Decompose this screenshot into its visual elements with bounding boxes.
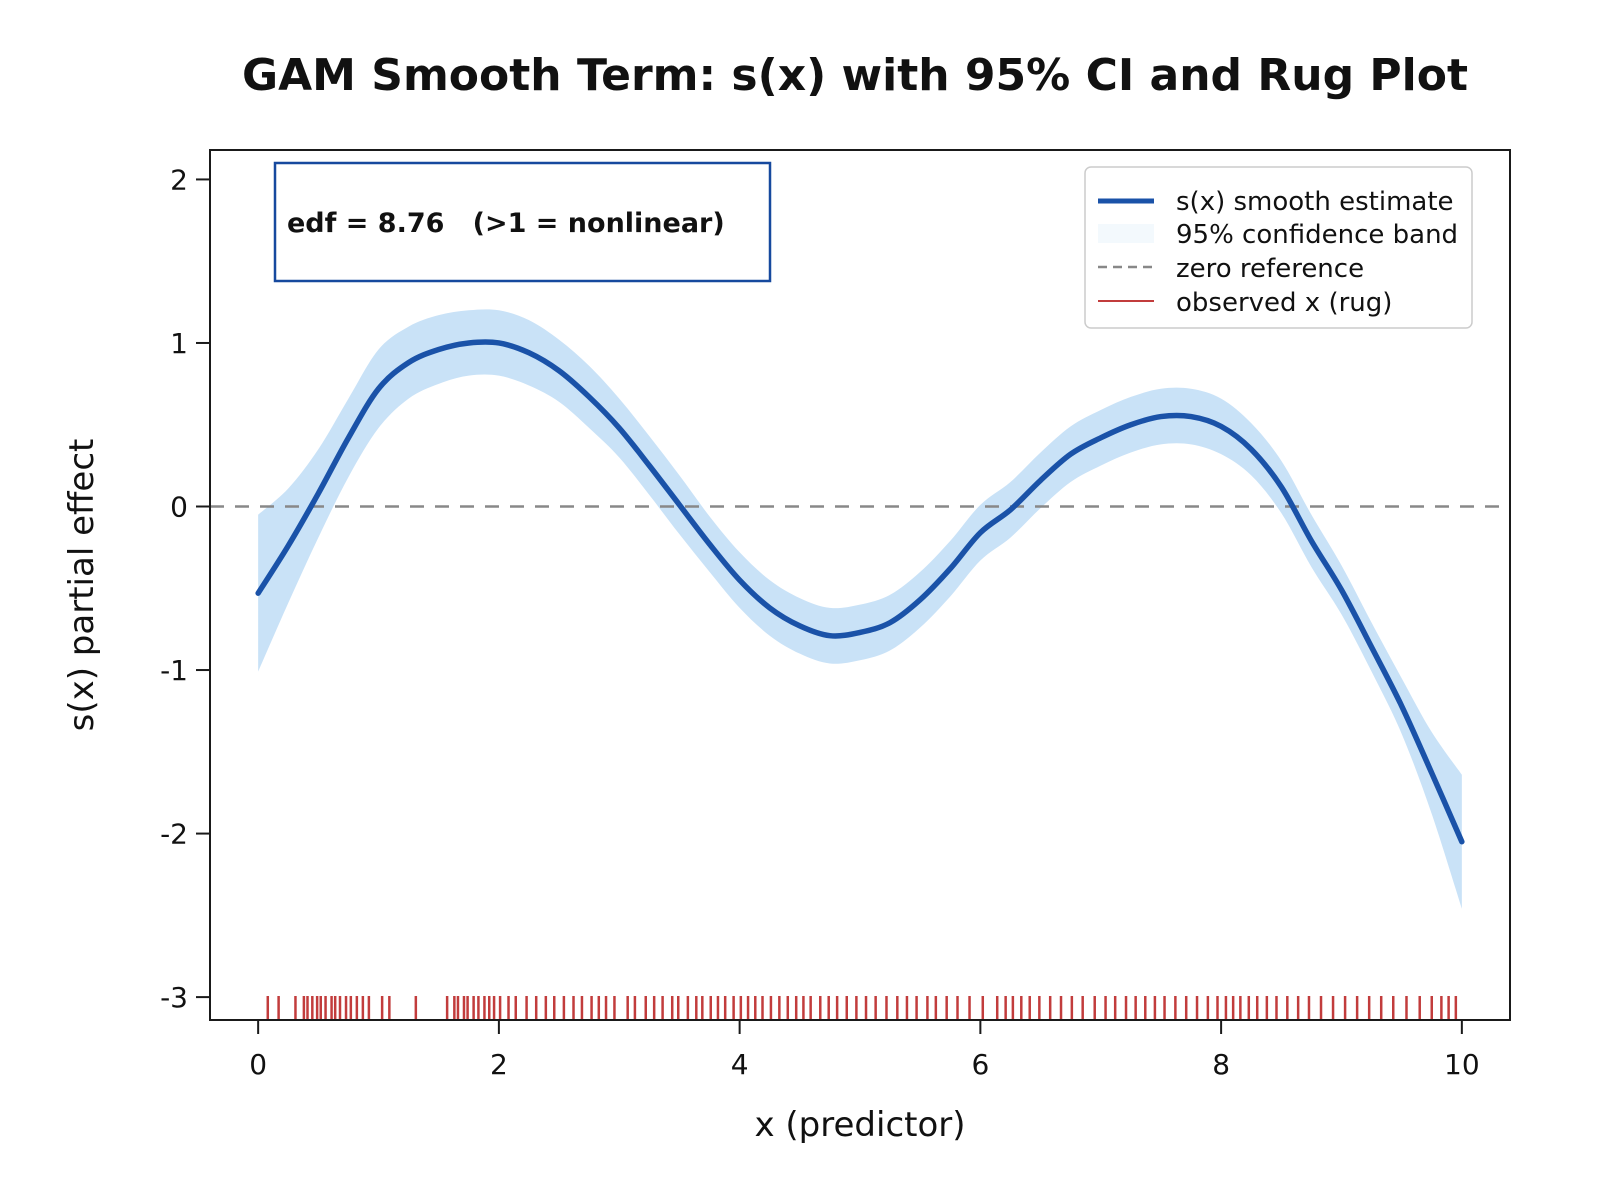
x-tick-label: 8	[1212, 1048, 1230, 1081]
x-axis-ticks: 0 2 4 6 8 10	[249, 1020, 1480, 1081]
y-tick-label: 0	[170, 491, 188, 524]
annotation-box	[273, 161, 772, 283]
y-tick-label: 1	[170, 327, 188, 360]
y-tick-label: 2	[170, 163, 188, 196]
y-tick-label: -1	[160, 654, 188, 687]
x-axis-label: x (predictor)	[754, 1105, 965, 1145]
confidence-band	[258, 309, 1462, 909]
legend-label-zero: zero reference	[1176, 254, 1364, 284]
legend-label-rug: observed x (rug)	[1176, 288, 1392, 318]
legend-label-band: 95% confidence band	[1176, 220, 1458, 250]
legend: s(x) smooth estimate 95% confidence band…	[1084, 166, 1473, 329]
x-tick-label: 6	[971, 1048, 989, 1081]
edf-annotation: edf = 8.76 (>1 = nonlinear)	[273, 161, 772, 283]
x-tick-label: 2	[490, 1048, 508, 1081]
plot-title: GAM Smooth Term: s(x) with 95% CI and Ru…	[242, 50, 1468, 101]
plot-frame	[209, 149, 1511, 1021]
legend-box	[1084, 166, 1473, 329]
y-tick-label: -2	[160, 818, 188, 851]
y-axis-label: s(x) partial effect	[62, 439, 102, 732]
confidence-band-layer	[258, 309, 1462, 909]
x-tick-label: 4	[731, 1048, 749, 1081]
rug-layer	[266, 996, 1458, 1019]
annotation-text: edf = 8.76 (>1 = nonlinear)	[287, 208, 725, 239]
smooth-line-layer	[255, 339, 1465, 845]
y-tick-label: -3	[160, 981, 188, 1014]
legend-label-smooth: s(x) smooth estimate	[1176, 187, 1454, 217]
confidence-band-swatch-icon	[1098, 224, 1154, 243]
smooth-estimate-line	[255, 339, 1465, 845]
x-tick-label: 0	[249, 1048, 267, 1081]
x-tick-label: 10	[1444, 1048, 1480, 1081]
y-axis-ticks: 2 1 0 -1 -2 -3	[160, 163, 210, 1014]
